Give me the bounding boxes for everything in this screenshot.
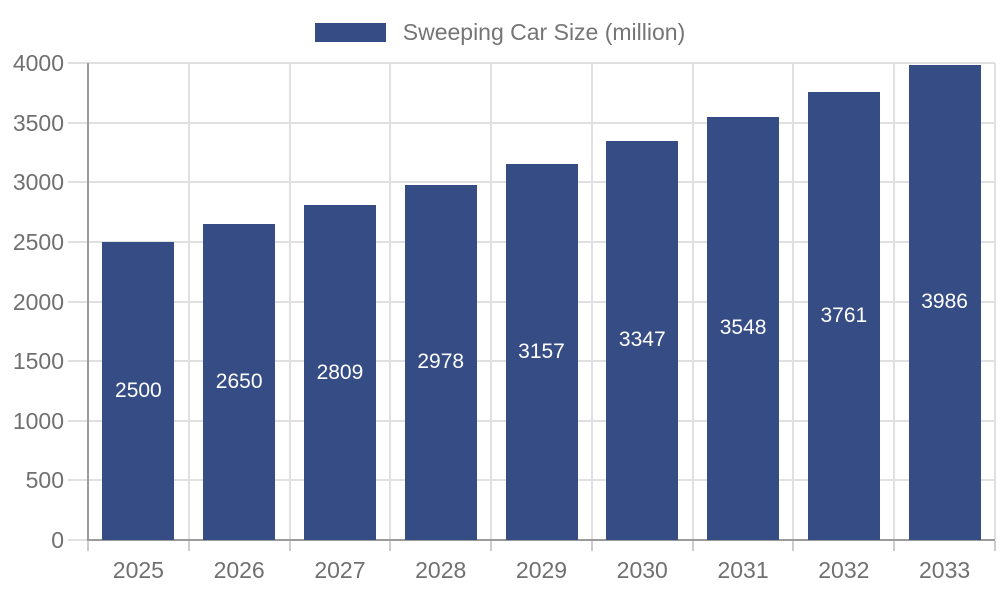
plot-area: 0 500 1000 1500 2000 2500 3000 3500 4000 2500 2025… bbox=[13, 50, 996, 583]
y-axis-tick-label: 500 bbox=[25, 467, 64, 494]
x-axis-category-label: 2026 bbox=[213, 557, 265, 583]
bar-value-label: 3986 bbox=[921, 290, 968, 314]
bar-2025: 2500 bbox=[102, 241, 175, 540]
bar-value-label: 3761 bbox=[820, 303, 868, 327]
x-axis-category-label: 2032 bbox=[818, 557, 870, 583]
bar-value-label: 2500 bbox=[115, 378, 162, 402]
legend-label: Sweeping Car Size (million) bbox=[402, 19, 686, 45]
gridline-vertical bbox=[994, 63, 996, 540]
x-axis-category-label: 2025 bbox=[112, 557, 164, 583]
bar-2032: 3761 bbox=[807, 91, 880, 540]
bar-2026: 2650 bbox=[203, 223, 276, 540]
x-axis-category-label: 2028 bbox=[415, 557, 467, 583]
x-axis-tick bbox=[187, 541, 190, 551]
x-axis-category-label: 2027 bbox=[314, 557, 366, 583]
x-axis-category-label: 2030 bbox=[616, 557, 668, 583]
gridline-vertical bbox=[792, 63, 795, 540]
y-axis-tick-label: 1000 bbox=[12, 407, 64, 434]
y-axis-tick-label: 2000 bbox=[12, 288, 64, 315]
x-axis-line bbox=[87, 539, 995, 541]
x-axis-tick bbox=[288, 541, 291, 551]
bar-2033: 3986 bbox=[908, 64, 981, 540]
x-axis-tick bbox=[87, 541, 89, 551]
x-axis-category-label: 2029 bbox=[515, 557, 568, 583]
x-axis-tick bbox=[389, 541, 392, 551]
bar-2029: 3157 bbox=[505, 163, 578, 540]
gridline-vertical bbox=[490, 63, 493, 540]
x-axis-category-label: 2031 bbox=[717, 557, 769, 583]
bar-2031: 3548 bbox=[707, 116, 780, 540]
bar-value-label: 2809 bbox=[316, 360, 364, 384]
bar-value-label: 3347 bbox=[618, 328, 666, 352]
x-axis-tick bbox=[792, 541, 795, 551]
gridline-vertical bbox=[288, 63, 291, 540]
x-axis-tick bbox=[893, 541, 896, 551]
bar-2030: 3347 bbox=[606, 140, 679, 540]
bar-value-label: 2650 bbox=[215, 369, 263, 393]
gridline-horizontal bbox=[68, 121, 995, 124]
gridline-horizontal bbox=[68, 62, 995, 64]
x-axis-category-label: 2033 bbox=[919, 557, 971, 583]
y-axis-line bbox=[87, 63, 89, 541]
bar-2028: 2978 bbox=[404, 184, 477, 540]
bar-value-label: 3157 bbox=[518, 339, 565, 363]
gridline-vertical bbox=[187, 63, 190, 540]
y-axis-tick-label: 1500 bbox=[12, 348, 64, 375]
x-axis-tick bbox=[590, 541, 593, 551]
x-axis-tick bbox=[490, 541, 493, 551]
y-axis-tick-label: 0 bbox=[51, 527, 64, 553]
gridline-vertical bbox=[389, 63, 392, 540]
legend-swatch bbox=[314, 22, 386, 42]
bar-2027: 2809 bbox=[303, 205, 376, 540]
gridline-vertical bbox=[691, 63, 694, 540]
gridline-vertical bbox=[893, 63, 896, 540]
y-axis-tick-label: 3500 bbox=[12, 109, 64, 136]
bar-value-label: 2978 bbox=[417, 350, 465, 374]
y-axis-tick-label: 4000 bbox=[12, 50, 64, 76]
legend[interactable]: Sweeping Car Size (million) bbox=[0, 18, 1000, 46]
gridline-vertical bbox=[590, 63, 593, 540]
y-axis-tick bbox=[68, 539, 88, 541]
x-axis-tick bbox=[691, 541, 694, 551]
y-axis-tick-label: 3000 bbox=[12, 169, 64, 196]
x-axis-tick bbox=[994, 541, 996, 551]
y-axis-tick-label: 2500 bbox=[12, 228, 64, 255]
bar-value-label: 3548 bbox=[719, 316, 767, 340]
